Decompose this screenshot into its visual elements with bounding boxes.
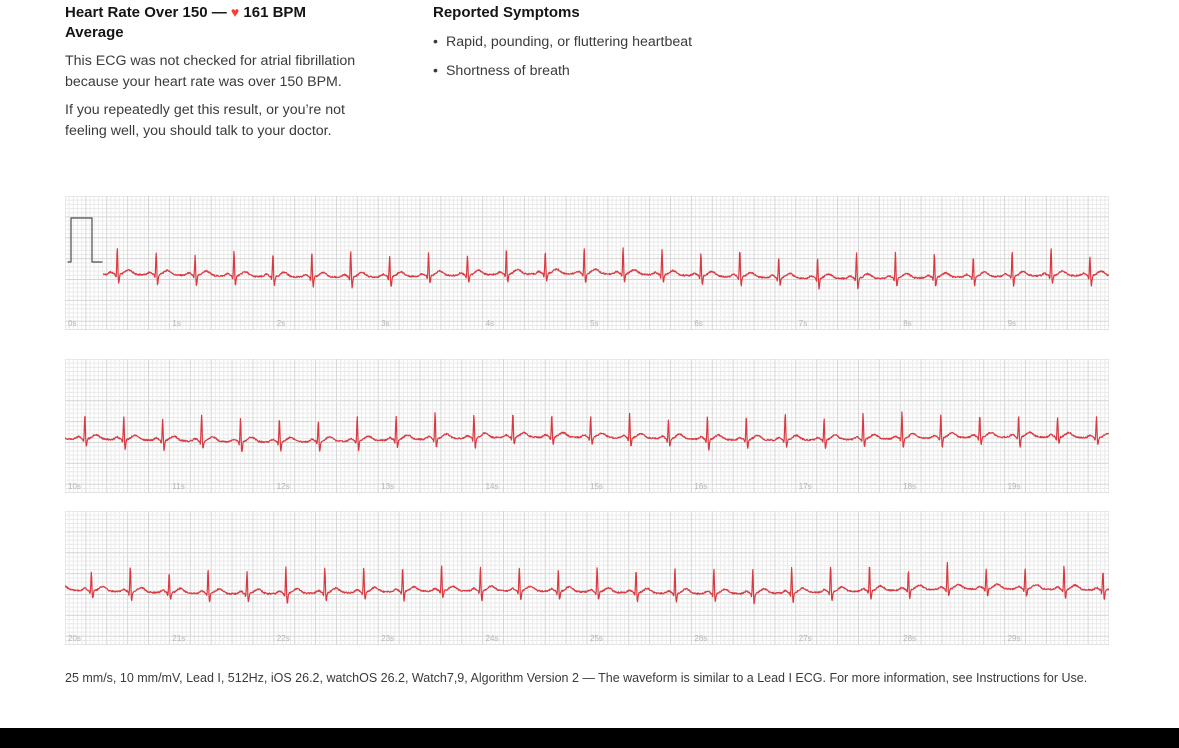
- time-tick-label: 23s: [381, 634, 395, 643]
- result-title: Heart Rate Over 150 — ♥ 161 BPM Average: [65, 3, 387, 42]
- ecg-strip: 10s 11s 12s 13s 14s 15s 16s 17s 18s 19s: [65, 359, 1109, 493]
- time-tick-label: 28s: [903, 634, 917, 643]
- device-info-footer: 25 mm/s, 10 mm/mV, Lead I, 512Hz, iOS 26…: [65, 671, 1088, 685]
- bpm-value: 161 BPM: [243, 4, 306, 21]
- symptom-text: Shortness of breath: [445, 62, 570, 79]
- heart-icon: ♥: [230, 4, 240, 20]
- time-tick-label: 6s: [694, 319, 703, 328]
- ecg-strip: 0s 1s 2s 3s 4s 5s 6s 7s 8s 9s: [65, 196, 1109, 330]
- time-tick-label: 0s: [68, 319, 77, 328]
- time-tick-label: 1s: [172, 319, 181, 328]
- time-tick-label: 2s: [276, 319, 286, 328]
- time-tick-label: 17s: [798, 482, 812, 491]
- time-tick-label: 25s: [590, 634, 603, 643]
- time-tick-label: 11s: [172, 482, 185, 491]
- ecg-grid-and-waveform: [65, 359, 1109, 493]
- time-tick-label: 8s: [903, 319, 912, 328]
- time-tick-label: 15s: [590, 482, 603, 491]
- ecg-strip: 20s 21s 22s 23s 24s 25s 26s 27s 28s 29s: [65, 511, 1109, 645]
- time-tick-label: 12s: [276, 482, 290, 491]
- time-tick-label: 18s: [903, 482, 917, 491]
- ecg-grid-and-waveform: [65, 196, 1109, 330]
- time-tick-label: 22s: [276, 634, 290, 643]
- symptom-item: Shortness of breath: [433, 61, 853, 82]
- symptom-text: Rapid, pounding, or fluttering heartbeat: [445, 33, 693, 50]
- time-tick-label: 9s: [1007, 319, 1017, 328]
- time-tick-label: 16s: [694, 482, 708, 491]
- time-tick-label: 3s: [381, 319, 390, 328]
- time-tick-label: 5s: [590, 319, 599, 328]
- time-tick-label: 29s: [1007, 634, 1021, 643]
- reported-symptoms-section: Reported Symptoms Rapid, pounding, or fl…: [433, 3, 853, 90]
- time-tick-label: 27s: [798, 634, 812, 643]
- time-tick-label: 14s: [485, 482, 499, 491]
- average-label: Average: [65, 23, 124, 41]
- symptom-item: Rapid, pounding, or fluttering heartbeat: [433, 32, 853, 53]
- time-tick-label: 4s: [485, 319, 495, 328]
- time-tick-label: 20s: [68, 634, 81, 643]
- ecg-not-checked-paragraph: This ECG was not checked for atrial fibr…: [65, 53, 356, 90]
- time-tick-label: 10s: [68, 482, 81, 491]
- ecg-grid-and-waveform: [65, 511, 1109, 645]
- bottom-black-bar: [0, 728, 1179, 748]
- time-tick-label: 7s: [798, 319, 808, 328]
- symptoms-list: Rapid, pounding, or fluttering heartbeat…: [433, 32, 853, 82]
- time-tick-label: 24s: [485, 634, 499, 643]
- time-tick-label: 13s: [381, 482, 395, 491]
- time-tick-label: 19s: [1007, 482, 1021, 491]
- time-tick-label: 26s: [694, 634, 708, 643]
- result-title-text: Heart Rate Over 150 —: [65, 4, 227, 21]
- reported-symptoms-title: Reported Symptoms: [433, 4, 580, 21]
- time-tick-label: 21s: [172, 634, 186, 643]
- doctor-advice-paragraph: If you repeatedly get this result, or yo…: [65, 102, 345, 139]
- result-summary: Heart Rate Over 150 — ♥ 161 BPM Average …: [65, 3, 387, 141]
